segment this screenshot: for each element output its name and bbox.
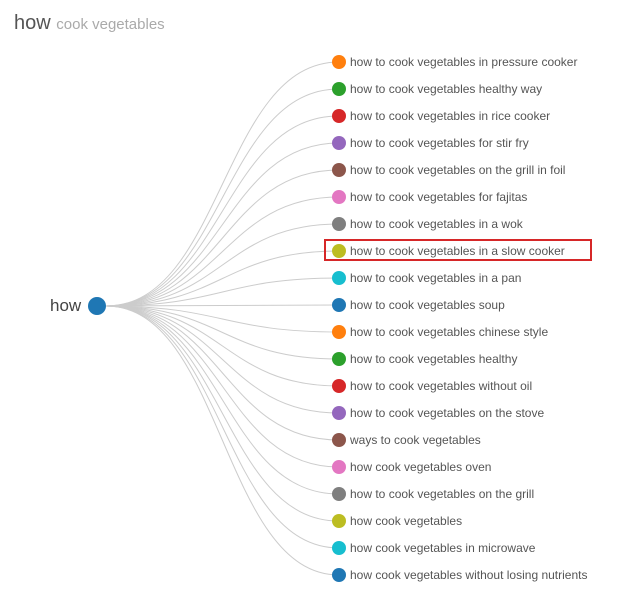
leaf-dot (332, 325, 346, 339)
leaf-item[interactable]: how to cook vegetables healthy (332, 352, 517, 366)
leaf-item[interactable]: how to cook vegetables soup (332, 298, 505, 312)
root-label: how (50, 296, 81, 316)
edge (106, 306, 339, 575)
leaf-item[interactable]: how cook vegetables in microwave (332, 541, 535, 555)
leaf-item[interactable]: how to cook vegetables on the grill (332, 487, 534, 501)
leaf-dot (332, 487, 346, 501)
edge (106, 224, 339, 306)
leaf-item[interactable]: how to cook vegetables for fajitas (332, 190, 527, 204)
leaf-label: how to cook vegetables for fajitas (350, 190, 527, 204)
leaf-dot (332, 244, 346, 258)
header-modifier: how (14, 12, 51, 34)
edge (106, 306, 339, 467)
header: how cook vegetables (14, 12, 165, 35)
edge (106, 170, 339, 306)
edge (106, 251, 339, 306)
edge (106, 306, 339, 494)
leaf-dot (332, 460, 346, 474)
leaf-item[interactable]: how cook vegetables oven (332, 460, 491, 474)
leaf-item[interactable]: how to cook vegetables in rice cooker (332, 109, 550, 123)
edge (106, 306, 339, 548)
leaf-item[interactable]: how to cook vegetables on the grill in f… (332, 163, 565, 177)
leaf-dot (332, 379, 346, 393)
leaf-label: how to cook vegetables healthy way (350, 82, 542, 96)
leaf-dot (332, 109, 346, 123)
leaf-label: how to cook vegetables in a pan (350, 271, 521, 285)
leaf-label: how to cook vegetables soup (350, 298, 505, 312)
leaf-item[interactable]: how cook vegetables without losing nutri… (332, 568, 587, 582)
leaf-label: how to cook vegetables in a slow cooker (350, 244, 565, 258)
root-node[interactable] (88, 297, 106, 315)
leaf-label: how to cook vegetables chinese style (350, 325, 548, 339)
leaf-label: how cook vegetables without losing nutri… (350, 568, 587, 582)
edge (106, 143, 339, 306)
leaf-dot (332, 55, 346, 69)
leaf-dot (332, 82, 346, 96)
leaf-item[interactable]: how to cook vegetables chinese style (332, 325, 548, 339)
edge (106, 305, 339, 306)
leaf-label: how to cook vegetables on the stove (350, 406, 544, 420)
leaf-dot (332, 433, 346, 447)
leaf-dot (332, 298, 346, 312)
edge (106, 306, 339, 332)
leaf-label: how to cook vegetables for stir fry (350, 136, 529, 150)
leaf-dot (332, 406, 346, 420)
leaf-item[interactable]: ways to cook vegetables (332, 433, 481, 447)
leaf-item[interactable]: how to cook vegetables for stir fry (332, 136, 529, 150)
leaf-item[interactable]: how to cook vegetables in a pan (332, 271, 521, 285)
leaf-item[interactable]: how cook vegetables (332, 514, 462, 528)
leaf-dot (332, 190, 346, 204)
leaf-dot (332, 541, 346, 555)
leaf-dot (332, 568, 346, 582)
leaf-item[interactable]: how to cook vegetables healthy way (332, 82, 542, 96)
edge (106, 306, 339, 521)
leaf-label: how to cook vegetables in pressure cooke… (350, 55, 577, 69)
leaf-label: how to cook vegetables in rice cooker (350, 109, 550, 123)
edge (106, 306, 339, 413)
edge (106, 116, 339, 306)
edge (106, 278, 339, 306)
edge (106, 306, 339, 386)
leaf-label: how to cook vegetables healthy (350, 352, 517, 366)
leaf-item[interactable]: how to cook vegetables in pressure cooke… (332, 55, 577, 69)
leaf-dot (332, 514, 346, 528)
leaf-label: how to cook vegetables in a wok (350, 217, 523, 231)
leaf-label: how to cook vegetables on the grill in f… (350, 163, 565, 177)
leaf-dot (332, 136, 346, 150)
leaf-label: how to cook vegetables without oil (350, 379, 532, 393)
edge (106, 62, 339, 306)
edge (106, 197, 339, 306)
edge (106, 306, 339, 440)
leaf-dot (332, 217, 346, 231)
leaf-label: how cook vegetables in microwave (350, 541, 535, 555)
leaf-item[interactable]: how to cook vegetables in a slow cooker (332, 244, 565, 258)
leaf-label: ways to cook vegetables (350, 433, 481, 447)
header-query: cook vegetables (56, 16, 164, 33)
leaf-label: how cook vegetables oven (350, 460, 491, 474)
leaf-label: how to cook vegetables on the grill (350, 487, 534, 501)
leaf-item[interactable]: how to cook vegetables without oil (332, 379, 532, 393)
leaf-label: how cook vegetables (350, 514, 462, 528)
leaf-item[interactable]: how to cook vegetables in a wok (332, 217, 523, 231)
leaf-item[interactable]: how to cook vegetables on the stove (332, 406, 544, 420)
leaf-dot (332, 352, 346, 366)
leaf-dot (332, 163, 346, 177)
leaf-dot (332, 271, 346, 285)
edge (106, 89, 339, 306)
edge (106, 306, 339, 359)
